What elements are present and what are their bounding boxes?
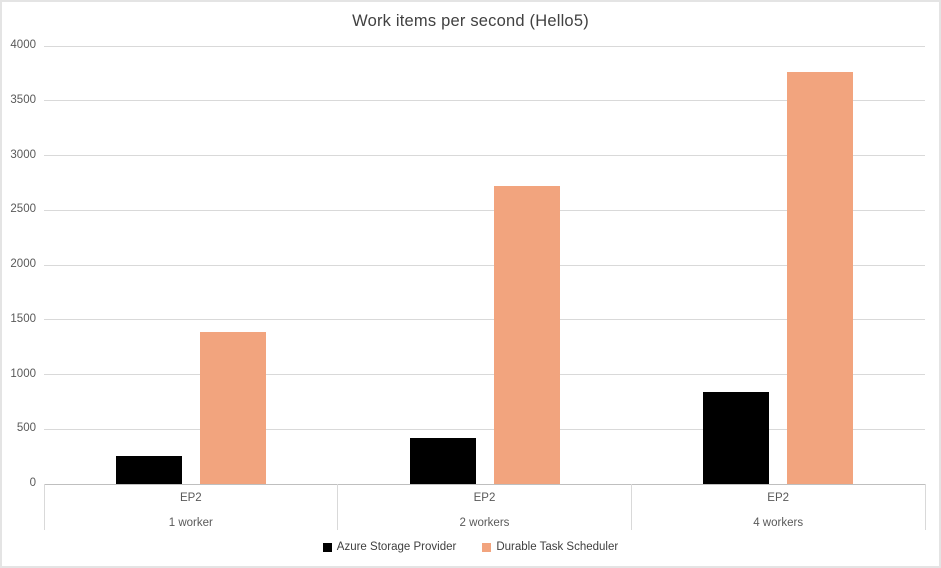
- x-category-sku-1: EP2: [179, 492, 202, 504]
- plot-area: [44, 45, 925, 485]
- legend-swatch-durable-task-scheduler: [482, 542, 492, 552]
- x-category-sku-2: EP2: [473, 492, 496, 504]
- x-category-workers-2: 2 workers: [459, 517, 510, 529]
- y-tick-label-0: 0: [29, 477, 36, 489]
- bar-azure-storage-provider-4-workers: [703, 392, 770, 484]
- bar-azure-storage-provider-2-workers: [409, 438, 476, 484]
- gridline-3500: [44, 100, 925, 102]
- y-tick-label-4000: 4000: [10, 39, 36, 51]
- category-divider: [337, 484, 339, 530]
- category-divider: [630, 484, 632, 530]
- bar-azure-storage-provider-1-worker: [115, 455, 182, 484]
- gridline-1000: [44, 374, 925, 375]
- x-category-workers-1: 1 worker: [168, 517, 213, 529]
- y-tick-label-500: 500: [16, 422, 36, 435]
- y-tick-label-1000: 1000: [10, 367, 36, 380]
- legend-swatch-azure-storage-provider: [322, 542, 332, 552]
- y-tick-label-3000: 3000: [10, 148, 36, 161]
- y-tick-label-3500: 3500: [10, 93, 36, 106]
- bar-durable-task-scheduler-4-workers: [787, 72, 854, 484]
- bar-durable-task-scheduler-2-workers: [493, 186, 560, 484]
- bar-durable-task-scheduler-1-worker: [199, 331, 266, 484]
- x-category-workers-3: 4 workers: [753, 517, 804, 529]
- gridline-3000: [44, 155, 925, 156]
- gridline-1500: [44, 319, 925, 321]
- legend-item-durable-task-scheduler: Durable Task Scheduler: [482, 541, 618, 553]
- gridline-2500: [44, 209, 925, 211]
- gridline-2000: [44, 264, 925, 266]
- x-category-sku-3: EP2: [767, 492, 790, 504]
- category-divider: [43, 484, 45, 530]
- legend: Azure Storage Provider Durable Task Sched…: [2, 541, 939, 553]
- legend-label: Azure Storage Provider: [336, 541, 457, 553]
- x-axis-line: [44, 483, 925, 485]
- y-tick-label-2000: 2000: [10, 258, 36, 270]
- category-divider: [924, 484, 926, 530]
- chart-title: Work items per second (Hello5): [352, 12, 589, 30]
- y-tick-label-2500: 2500: [10, 203, 36, 216]
- gridline-500: [44, 428, 925, 430]
- y-tick-label-1500: 1500: [10, 312, 36, 325]
- legend-item-azure-storage-provider: Azure Storage Provider: [322, 541, 457, 553]
- gridline-4000: [44, 45, 925, 47]
- legend-label: Durable Task Scheduler: [496, 541, 619, 553]
